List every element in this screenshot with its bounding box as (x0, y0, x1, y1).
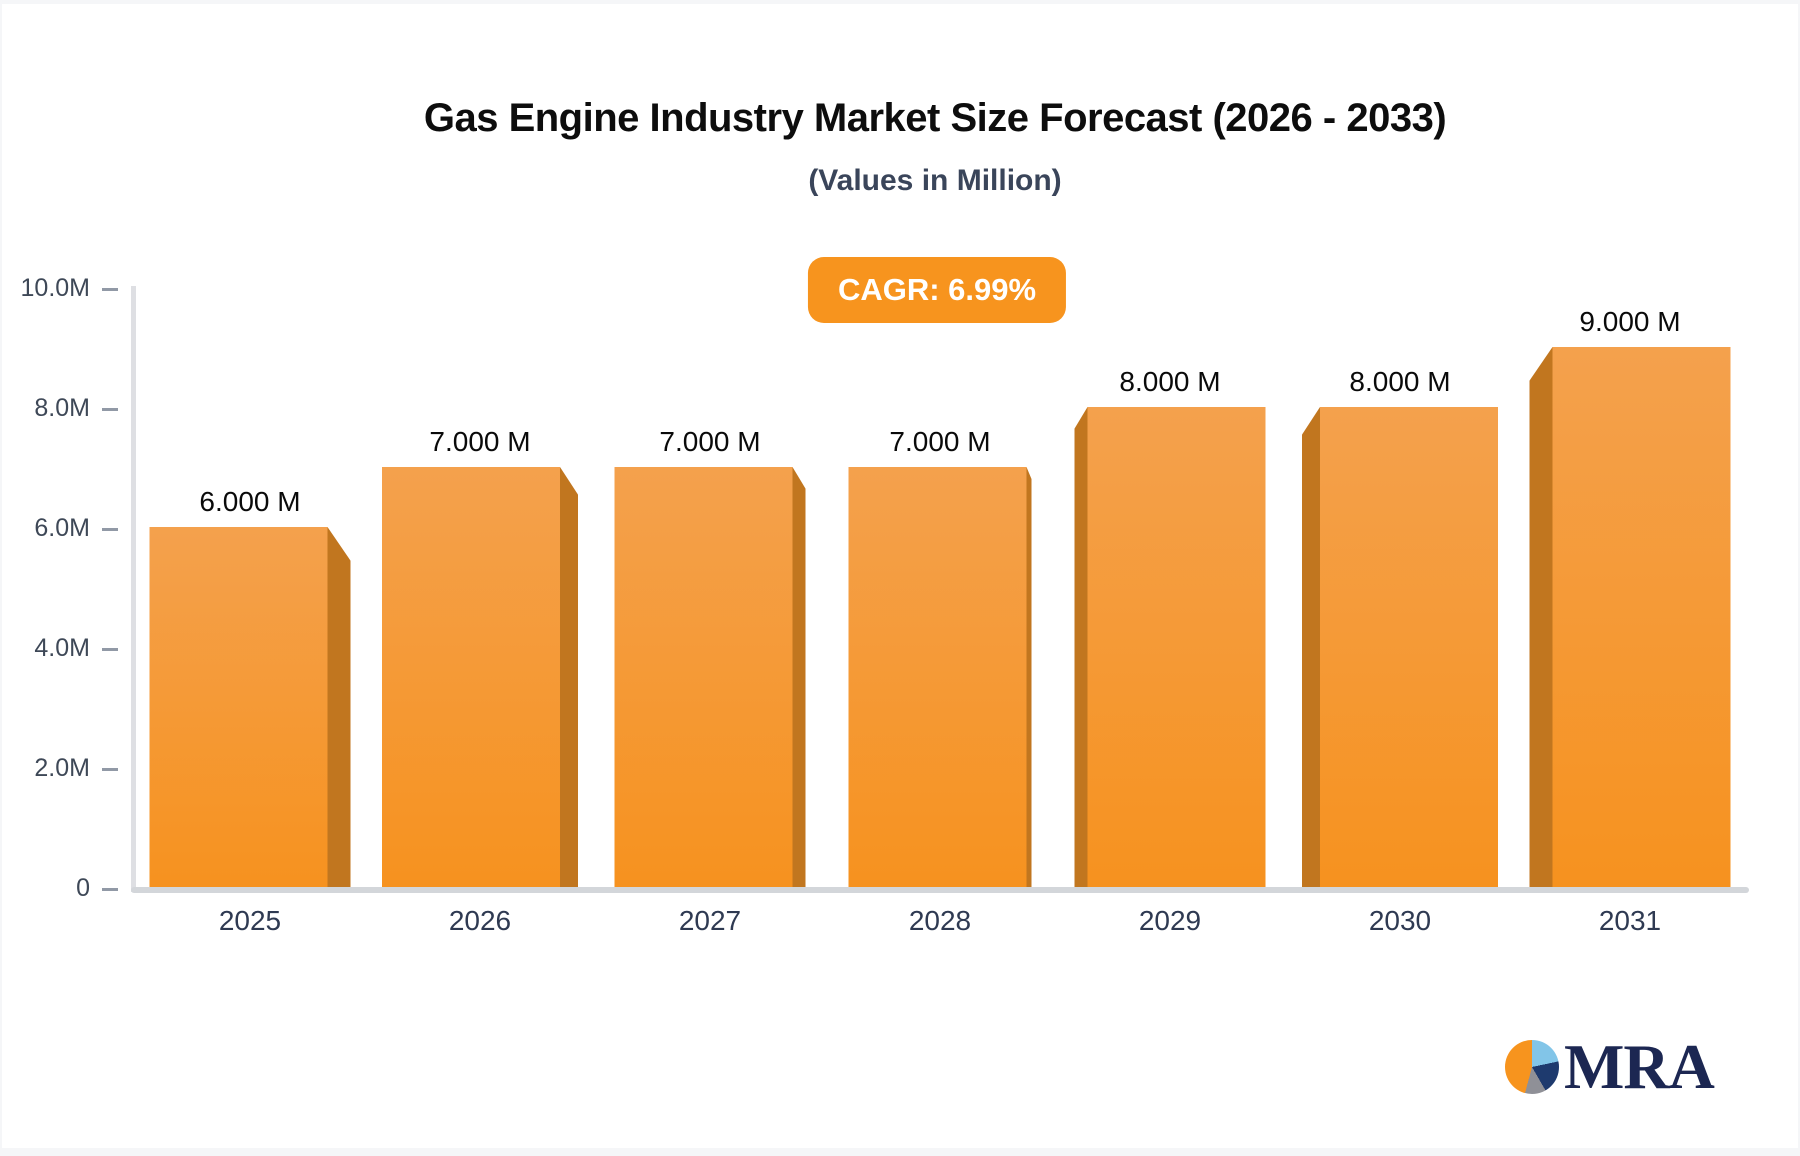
bar-side-shade (560, 467, 578, 887)
bar-column: 6.000 M 2025 (135, 289, 365, 936)
bar-value-label: 6.000 M (199, 486, 301, 517)
bar: 6.000 M (149, 486, 351, 887)
bar-value-label: 7.000 M (659, 426, 761, 457)
y-tick-label: 0 (76, 874, 90, 902)
bar-column: 9.000 M 2031 (1515, 289, 1745, 936)
bar: 8.000 M (1074, 366, 1266, 887)
bar-value-label: 7.000 M (429, 426, 531, 457)
plot-area: 6.000 M 2025 7.000 M 2026 7.000 M 2027 7.000 M… (135, 289, 1745, 936)
bar-value-label: 8.000 M (1349, 366, 1451, 397)
cagr-badge-label: CAGR: 6.99% (837, 272, 1037, 307)
x-axis-line (131, 887, 1749, 893)
bar-column: 7.000 M 2028 (825, 289, 1055, 936)
y-tick-mark (102, 888, 118, 891)
bar-face (848, 467, 1027, 887)
bar-column: 7.000 M 2027 (595, 289, 825, 936)
bar: 7.000 M (382, 426, 578, 887)
bar-face (614, 467, 793, 887)
y-tick-label: 2.0M (34, 754, 90, 782)
cagr-badge: CAGR: 6.99% (807, 257, 1067, 323)
y-tick-mark (102, 288, 118, 291)
y-tick-label: 10.0M (20, 274, 90, 302)
y-tick-mark (102, 528, 118, 531)
x-axis-category-label: 2027 (678, 905, 742, 936)
bar-value-label: 7.000 M (889, 426, 991, 457)
chart-subtitle: (Values in Million) (808, 164, 1062, 197)
x-axis-category-label: 2030 (1368, 905, 1432, 936)
bar-face (1320, 407, 1498, 887)
bar-column: 8.000 M 2029 (1055, 289, 1285, 936)
bar-face (1552, 347, 1731, 887)
chart-title: Gas Engine Industry Market Size Forecast… (423, 96, 1447, 140)
x-axis-category-label: 2026 (448, 905, 512, 936)
bar-column: 7.000 M 2026 (365, 289, 595, 936)
mra-logo: MRA (1505, 1031, 1715, 1102)
bar-side-shade (1302, 407, 1320, 887)
y-tick-label: 4.0M (34, 634, 90, 662)
y-tick-label: 8.0M (34, 394, 90, 422)
y-tick-label: 6.0M (34, 514, 90, 542)
bar-side-shade (792, 467, 806, 887)
x-axis-category-label: 2025 (218, 905, 282, 936)
bar: 8.000 M (1302, 366, 1498, 887)
y-axis-line (131, 286, 136, 892)
bar-side-shade (1529, 347, 1553, 887)
pie-chart-icon (1505, 1040, 1559, 1094)
bar-face (149, 527, 328, 887)
bar: 7.000 M (614, 426, 806, 887)
x-axis-category-label: 2029 (1138, 905, 1202, 936)
y-tick-mark (102, 768, 118, 771)
bar-face (382, 467, 560, 887)
x-axis-category-label: 2031 (1598, 905, 1662, 936)
bar: 7.000 M (848, 426, 1032, 887)
x-axis-category-label: 2028 (908, 905, 972, 936)
bar-side-shade (327, 527, 351, 887)
bar-chart: 10.0M 8.0M 6.0M 4.0M 2.0M 0 6.000 M 2025 7.000 … (2, 274, 1798, 936)
bar: 9.000 M (1529, 306, 1731, 887)
y-tick-mark (102, 648, 118, 651)
bar-face (1087, 407, 1266, 887)
mra-logo-text: MRA (1564, 1031, 1715, 1102)
bar-value-label: 9.000 M (1579, 306, 1681, 337)
bar-side-shade (1074, 407, 1088, 887)
bar-value-label: 8.000 M (1119, 366, 1221, 397)
bar-side-shade (1026, 467, 1032, 887)
bar-column: 8.000 M 2030 (1285, 289, 1515, 936)
y-tick-mark (102, 408, 118, 411)
